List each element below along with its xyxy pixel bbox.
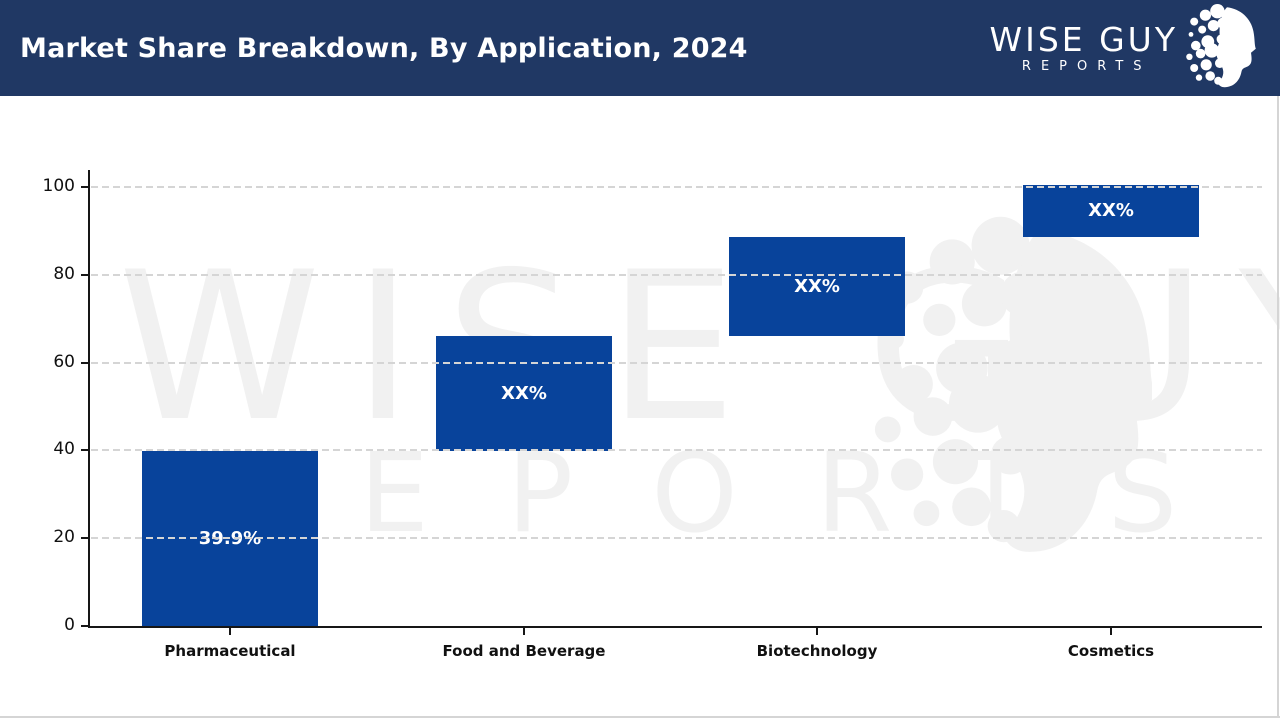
y-axis-tick-label: 60 [53, 351, 75, 372]
logo-text: WISE GUY REPORTS [989, 23, 1178, 73]
wise-guy-reports-logo: WISE GUY REPORTS [989, 4, 1256, 92]
bar-value-label: XX% [1088, 200, 1134, 222]
x-axis-category-label: Food and Beverage [442, 642, 606, 660]
x-axis-category-label: Biotechnology [756, 642, 878, 660]
y-gridline [91, 186, 1262, 188]
y-axis-tick-mark [81, 186, 89, 188]
y-axis-tick-mark [81, 273, 89, 276]
logo-wiseguy-text: WISE GUY [989, 20, 1178, 59]
waterfall-bar: XX% [729, 237, 905, 336]
right-border-line [1277, 96, 1279, 718]
y-axis-tick-label: 20 [53, 527, 75, 548]
x-axis-line [88, 626, 1262, 628]
y-axis-tick-label: 0 [64, 615, 75, 635]
y-axis-tick-label: 40 [53, 439, 75, 460]
logo-reports-text: REPORTS [1021, 59, 1152, 74]
y-axis-tick-mark [81, 625, 89, 627]
watermark-face-icon [874, 216, 1152, 552]
chart-canvas: WISE GUY REPORTS 39.9% XX% XX% XX% 0 20 40 60 80… [0, 96, 1280, 720]
y-axis-tick-mark [81, 537, 89, 540]
y-axis-tick-label: 100 [42, 176, 75, 196]
y-gridline [91, 273, 1262, 276]
bottom-border-line [0, 716, 1280, 718]
x-axis-tick-mark [1110, 628, 1112, 635]
y-gridline [91, 537, 1262, 540]
bar-value-label: XX% [794, 275, 840, 297]
bar-value-label: XX% [501, 382, 547, 404]
y-axis-tick-mark [81, 449, 89, 452]
x-axis-category-label: Pharmaceutical [164, 642, 296, 660]
y-gridline [91, 449, 1262, 452]
x-axis-tick-mark [816, 628, 818, 635]
y-axis-line [88, 170, 90, 628]
x-axis-category-label: Cosmetics [1067, 642, 1155, 660]
waterfall-bar: XX% [1023, 184, 1199, 238]
x-axis-tick-mark [523, 628, 525, 635]
y-axis-tick-mark [81, 361, 89, 364]
header-bar: Market Share Breakdown, By Application, … [0, 0, 1280, 96]
y-axis-tick-label: 80 [53, 263, 75, 284]
waterfall-bar: XX% [436, 335, 612, 451]
page-title: Market Share Breakdown, By Application, … [20, 32, 748, 64]
y-gridline [91, 361, 1262, 364]
x-axis-tick-mark [229, 628, 231, 635]
logo-face-icon [1186, 4, 1256, 88]
